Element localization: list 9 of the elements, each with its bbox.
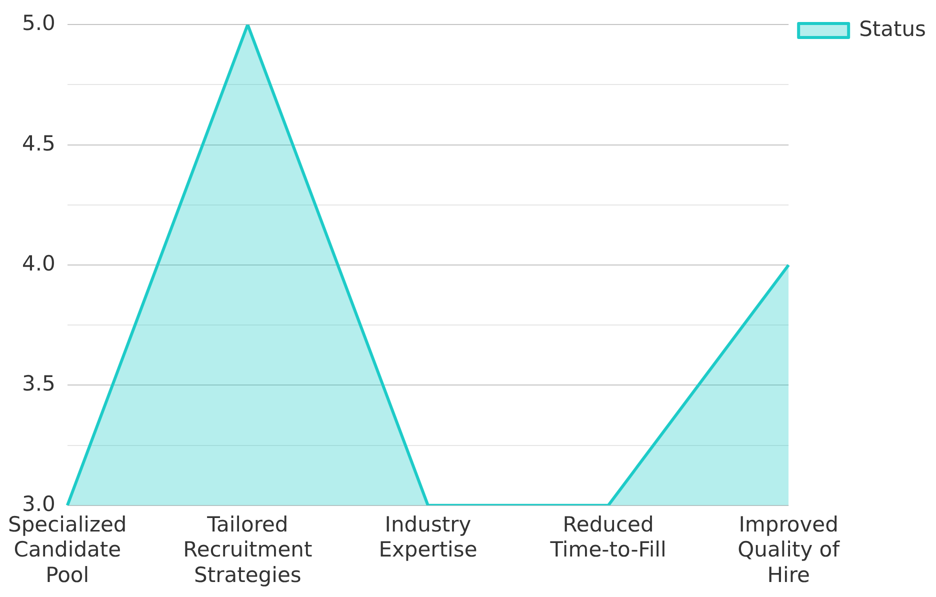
x-tick-label: Reduced Time-to-Fill — [549, 512, 666, 562]
legend-label: Status — [859, 16, 926, 41]
x-tick-label: Tailored Recruitment Strategies — [183, 512, 312, 587]
y-tick-label: 4.5 — [22, 131, 56, 156]
y-tick-label: 5.0 — [22, 11, 56, 36]
x-tick-label: Improved Quality of Hire — [738, 512, 840, 587]
y-tick-label: 3.5 — [22, 372, 56, 396]
x-tick-label: Industry Expertise — [378, 512, 478, 562]
y-tick-label: 4.0 — [22, 251, 56, 276]
